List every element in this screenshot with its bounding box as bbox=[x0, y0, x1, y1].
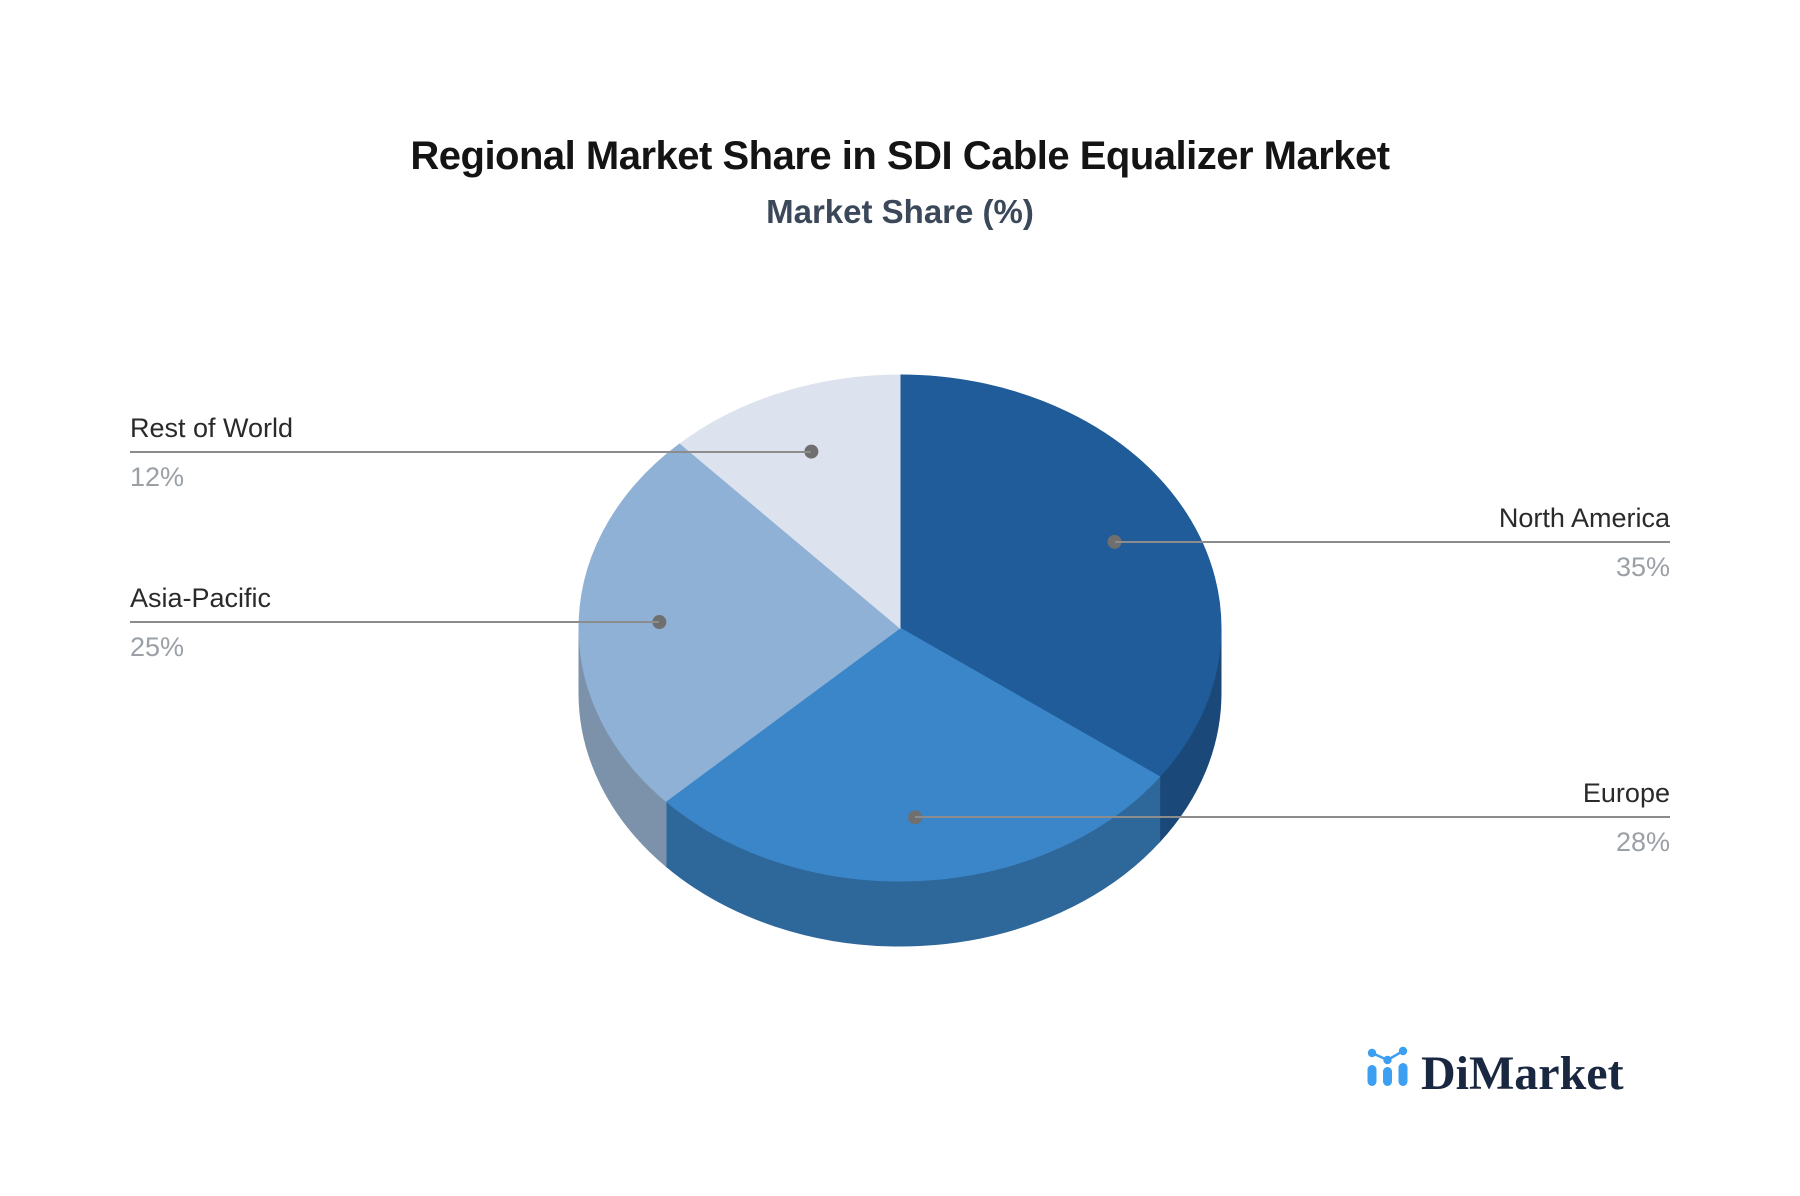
pie-slice-north-america[interactable] bbox=[899, 374, 1222, 778]
leader-dot-rest-of-world bbox=[804, 444, 819, 459]
callout-europe: Europe 28% bbox=[915, 776, 1670, 857]
callout-asia-pacific: Asia-Pacific 25% bbox=[130, 581, 660, 663]
callout-percent: 25% bbox=[130, 632, 185, 663]
callout-percent: 35% bbox=[1615, 551, 1670, 582]
callout-label: Asia-Pacific bbox=[130, 581, 660, 624]
callout-percent: 12% bbox=[130, 461, 185, 492]
callout-label: Europe bbox=[915, 776, 1670, 819]
callout-north-america: North America 35% bbox=[1114, 501, 1670, 582]
callout-rest-of-world: Rest of World 12% bbox=[130, 411, 812, 492]
callout-label: Rest of World bbox=[130, 411, 812, 453]
callout-percent: 28% bbox=[1615, 827, 1670, 858]
pie-slice-asia-pacific[interactable] bbox=[578, 442, 901, 802]
logo-wordmark: DiMarket bbox=[1421, 1047, 1624, 1100]
callout-label: North America bbox=[1114, 501, 1670, 543]
leader-dot-asia-pacific bbox=[652, 615, 667, 630]
chart-subtitle: Market Share (%) bbox=[766, 193, 1034, 230]
pie-slice-rest-of-world[interactable] bbox=[679, 374, 901, 630]
bar-chart-trend-icon bbox=[1367, 1046, 1408, 1086]
chart-title: Regional Market Share in SDI Cable Equal… bbox=[410, 134, 1390, 178]
